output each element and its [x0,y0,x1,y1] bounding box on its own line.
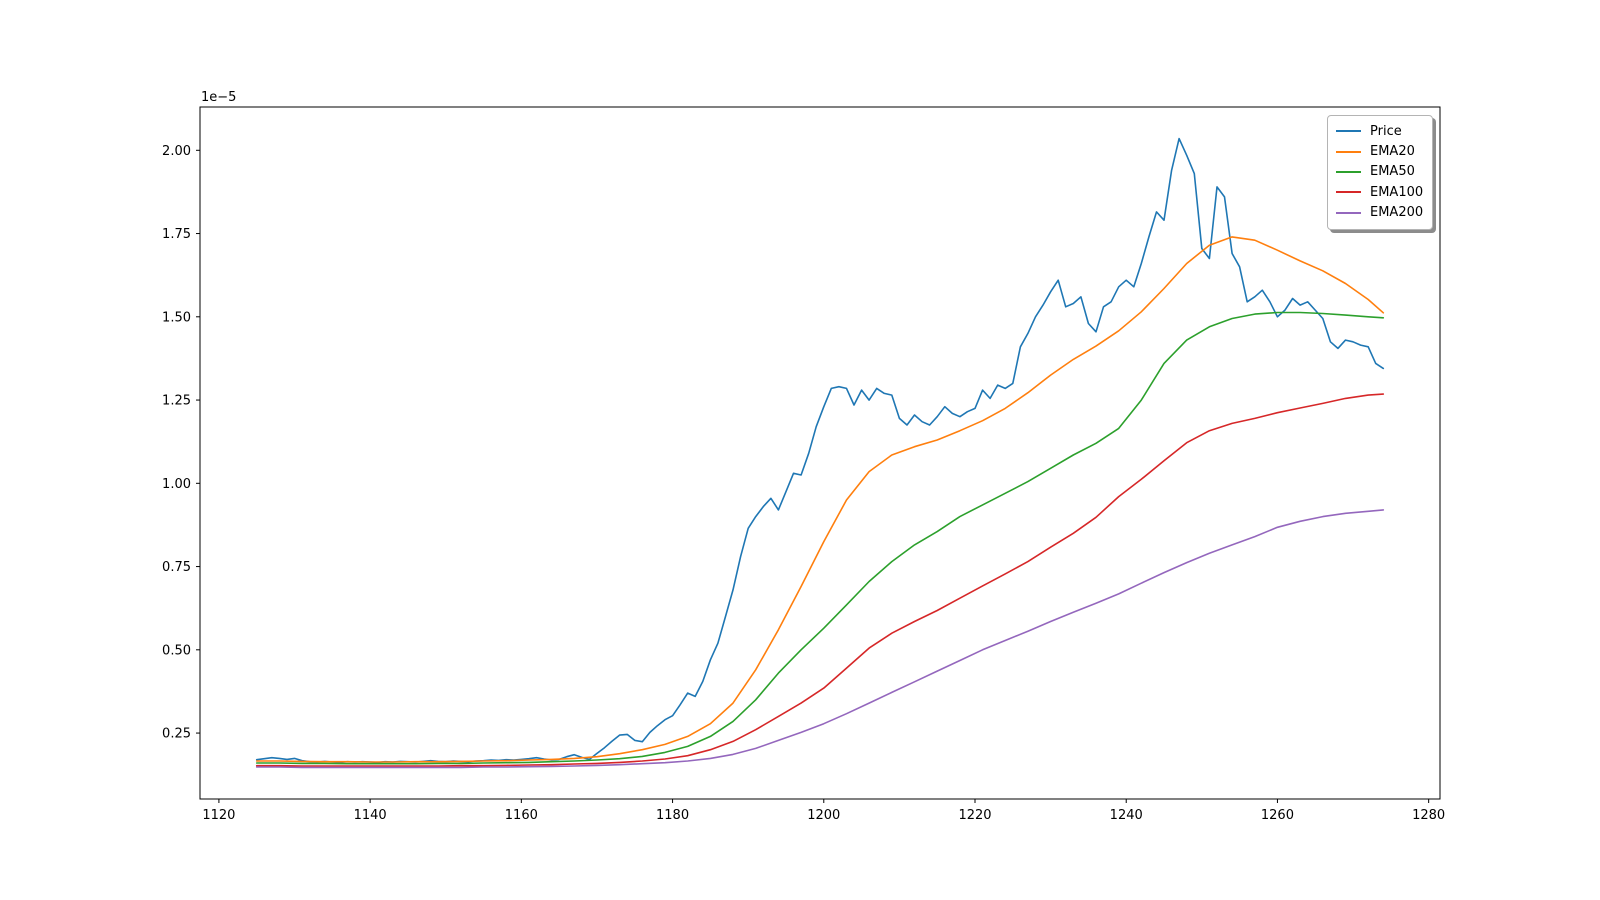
y-axis-offset-label: 1e−5 [201,90,236,105]
legend-line-swatch [1336,211,1361,214]
series-line-price [255,137,1385,764]
y-tick-label: 1.25 [162,394,191,409]
y-tick-label: 1.00 [162,477,191,492]
legend-item-price: Price [1336,121,1424,141]
x-tick-label: 1200 [807,808,840,823]
y-tick-label: 0.50 [162,643,191,658]
x-tick-label: 1280 [1412,808,1445,823]
x-tick-label: 1160 [505,808,538,823]
y-tick-label: 1.50 [162,310,191,325]
legend-label: EMA100 [1370,184,1424,200]
legend: Price EMA20 EMA50 EMA100 EMA200 [1327,115,1433,230]
x-tick-label: 1240 [1110,808,1143,823]
legend-label: EMA200 [1370,205,1424,221]
legend-line-swatch [1336,130,1361,133]
legend-line-swatch [1336,170,1361,173]
legend-line-swatch [1336,150,1361,153]
x-tick-label: 1120 [202,808,235,823]
legend-item-ema50: EMA50 [1336,162,1424,182]
legend-line-swatch [1336,191,1361,194]
series-lines [255,137,1385,769]
x-tick-label: 1220 [958,808,991,823]
legend-item-ema200: EMA200 [1336,203,1424,223]
legend-label: EMA20 [1370,144,1415,160]
plot-area-border [199,106,1441,800]
legend-item-ema20: EMA20 [1336,141,1424,161]
axis-ticks: 1120 1140 1160 1180 1200 1220 1240 1260 1280 0.25… [162,144,1445,823]
series-line-ema200 [255,509,1385,769]
y-tick-label: 0.25 [162,727,191,742]
legend-label: Price [1370,123,1402,139]
y-tick-label: 2.00 [162,144,191,159]
x-tick-label: 1140 [354,808,387,823]
legend-item-ema100: EMA100 [1336,182,1424,202]
y-tick-label: 0.75 [162,560,191,575]
x-tick-label: 1260 [1261,808,1294,823]
y-tick-label: 1.75 [162,227,191,242]
series-line-ema100 [255,393,1385,767]
legend-label: EMA50 [1370,164,1415,180]
series-line-ema20 [255,236,1385,763]
series-line-ema50 [255,311,1385,765]
x-tick-label: 1180 [656,808,689,823]
